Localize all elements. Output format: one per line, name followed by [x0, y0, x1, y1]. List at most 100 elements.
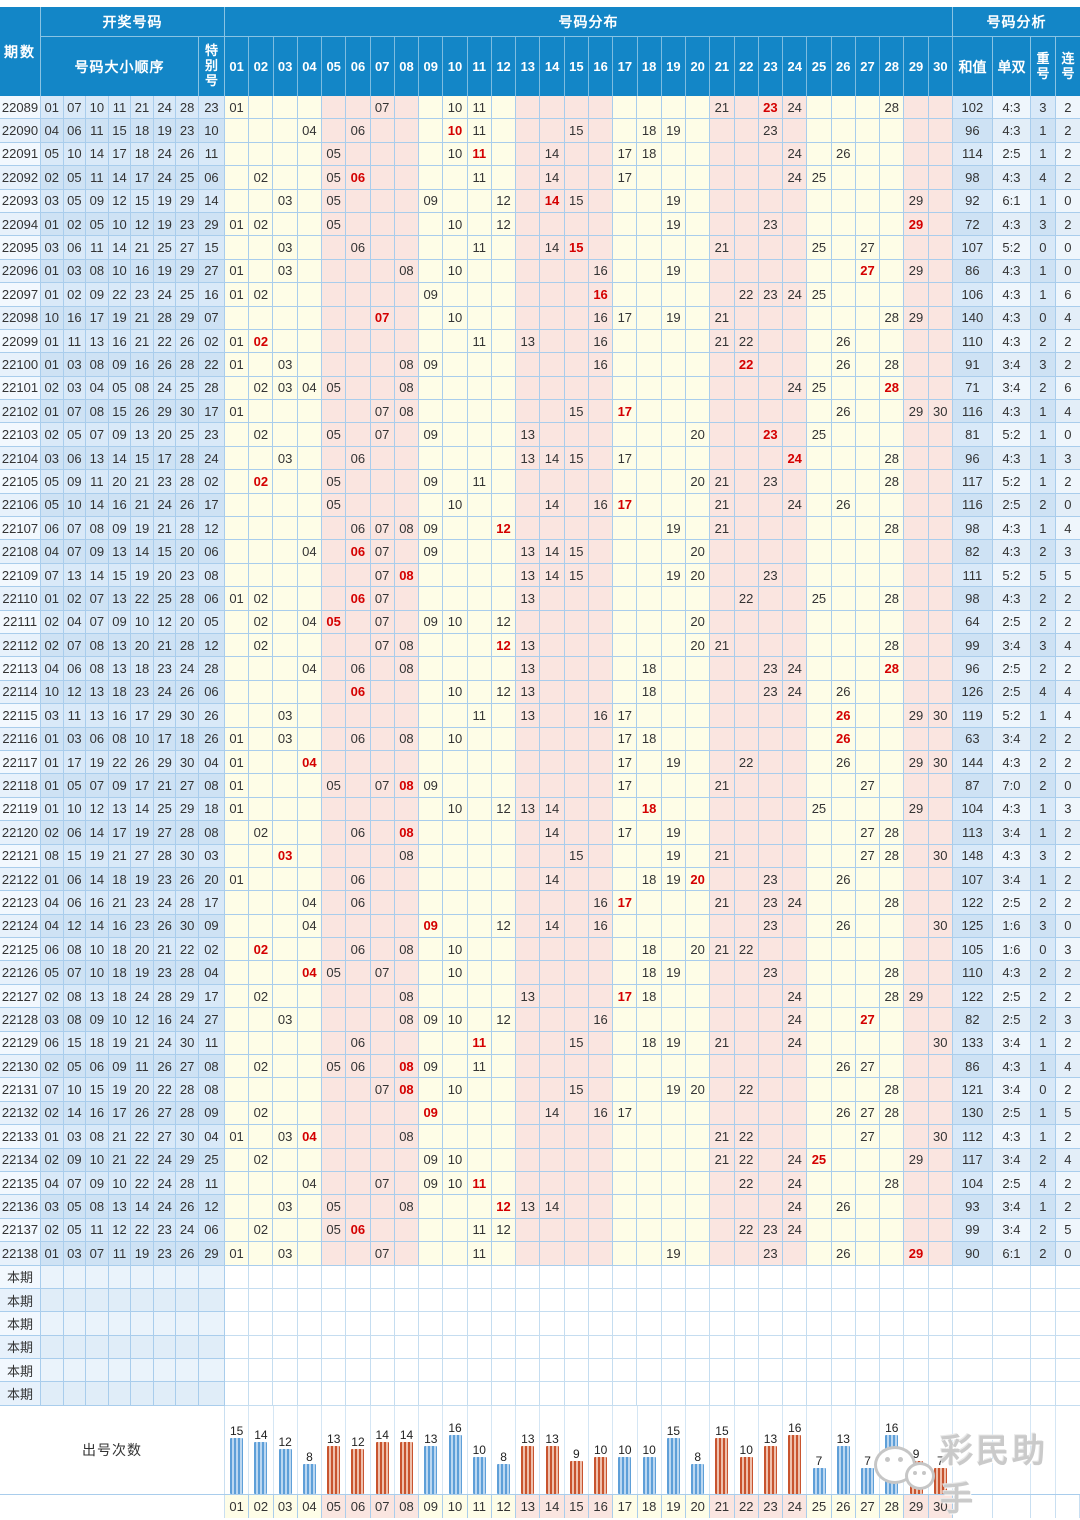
- dist-cell: 03: [273, 727, 298, 751]
- number-cell: 13: [108, 1195, 132, 1219]
- dist-cell: [855, 329, 881, 354]
- dist-cell: [588, 867, 614, 892]
- dist-cell: [685, 1171, 711, 1196]
- dist-cell: 30: [928, 1031, 953, 1056]
- dist-cell: [224, 446, 250, 471]
- special-cell: 24: [198, 446, 225, 471]
- special-cell: 12: [198, 517, 225, 541]
- oddeven-cell: [992, 1359, 1031, 1383]
- consec-cell: 4: [1055, 1148, 1080, 1172]
- period-cell: 22113: [0, 657, 41, 681]
- dist-cell: [491, 961, 517, 985]
- number-cell: 30: [176, 844, 199, 868]
- dist-cell: [807, 353, 832, 377]
- special-cell: 10: [198, 119, 225, 143]
- dist-cell: 16: [588, 1008, 614, 1032]
- consec-cell: 6: [1055, 283, 1080, 307]
- number-cell: 24: [153, 142, 177, 167]
- number-cell: 09: [108, 353, 132, 377]
- dist-cell: [540, 306, 565, 330]
- bar: [666, 1438, 680, 1494]
- number-cell: 09: [63, 470, 87, 494]
- dist-cell: [734, 727, 759, 751]
- dist-cell: [880, 797, 905, 822]
- number-cell: 01: [41, 283, 64, 307]
- dist-cell: [491, 867, 517, 892]
- dist-cell: [346, 914, 371, 939]
- dist-cell: 17: [613, 1101, 638, 1126]
- dist-cell: [807, 704, 832, 728]
- table-row: 22102 01 07 08 15 26 29 30 17 01 07 08 15 17 26 29 30 116…: [0, 400, 1080, 424]
- dist-cell: 20: [685, 470, 711, 494]
- number-cell: 22: [131, 587, 154, 611]
- oddeven-cell: 3:4: [992, 376, 1031, 401]
- dist-cell: [661, 1312, 686, 1336]
- dist-cell: [443, 470, 468, 494]
- period-cell: 22136: [0, 1195, 41, 1219]
- number-cell: 18: [108, 984, 132, 1009]
- sum-cell: 119: [952, 704, 993, 728]
- number-cell: 25: [153, 587, 177, 611]
- dist-cell: 05: [322, 142, 347, 167]
- dist-cell: [467, 493, 492, 518]
- period-cell: 22129: [0, 1031, 41, 1056]
- number-cell: 19: [153, 259, 177, 284]
- bar-value: 10: [472, 1442, 486, 1457]
- dist-cell: [540, 633, 565, 658]
- dist-cell: [588, 727, 614, 751]
- dist-cell: [394, 166, 420, 190]
- number-cell: 16: [108, 493, 132, 518]
- dist-cell: [855, 1382, 881, 1406]
- dist-cell: [831, 633, 856, 658]
- frequency-section: 出号次数 15 14 12 8 13 12 14 14 13 16 10 8 13 13 9 10 10 10 15…: [0, 1405, 1080, 1495]
- dist-cell: [831, 259, 856, 284]
- dist-cell: 24: [783, 657, 808, 681]
- dist-cell: [491, 821, 517, 845]
- table-row: 22114 10 12 13 18 23 24 26 06 06 10 12 13 18 23 24 26 126…: [0, 680, 1080, 705]
- number-cell: 29: [153, 704, 177, 728]
- dist-cell: [807, 821, 832, 845]
- dist-cell: 30: [928, 400, 953, 424]
- dist-cell: 19: [661, 259, 686, 284]
- dist-cell: [273, 587, 298, 611]
- sum-cell: 122: [952, 891, 993, 915]
- dist-cell: [783, 259, 808, 284]
- dist-cell: [297, 984, 322, 1009]
- dist-cell: 03: [273, 446, 298, 471]
- number-cell: 14: [131, 1195, 154, 1219]
- dist-cell: [710, 1171, 735, 1196]
- dist-cell: [661, 329, 686, 354]
- dist-cell: [467, 212, 492, 237]
- dist-cell: 14: [540, 1195, 565, 1219]
- dist-cell: [394, 891, 420, 915]
- dist-cell: 08: [394, 1195, 420, 1219]
- table-row: 22130 02 05 06 09 11 26 27 08 02 05 06 08 09 11 26 27 86 4…: [0, 1055, 1080, 1079]
- dist-cell: [807, 189, 832, 213]
- dist-cell: 10: [443, 680, 468, 705]
- dist-cell: [467, 376, 492, 401]
- dist-cell: 28: [880, 633, 905, 658]
- number-cell: 17: [153, 446, 177, 471]
- dist-cell: [710, 540, 735, 564]
- dist-cell: [710, 1382, 735, 1406]
- special-cell: 08: [198, 1078, 225, 1102]
- dist-cell: [588, 563, 614, 588]
- dist-cell: [734, 540, 759, 564]
- dist-cell: 22: [734, 1078, 759, 1102]
- dist-cell: [322, 1265, 347, 1289]
- dist-cell: [516, 1078, 541, 1102]
- dist-cell: 11: [467, 1031, 492, 1056]
- repeat-cell: 1: [1030, 283, 1056, 307]
- dist-cell: 14: [540, 540, 565, 564]
- dist-cell: [370, 914, 395, 939]
- dist-cell: [807, 938, 832, 962]
- dist-cell: [249, 400, 274, 424]
- dist-cell: 18: [637, 727, 662, 751]
- dist-cell: [224, 470, 250, 494]
- number-cell: 06: [41, 1031, 64, 1056]
- pending-row: 本期: [0, 1359, 1080, 1383]
- number-cell: 26: [176, 493, 199, 518]
- dist-cell: [613, 1171, 638, 1196]
- dist-cell: 05: [322, 166, 347, 190]
- sum-cell: 121: [952, 1078, 993, 1102]
